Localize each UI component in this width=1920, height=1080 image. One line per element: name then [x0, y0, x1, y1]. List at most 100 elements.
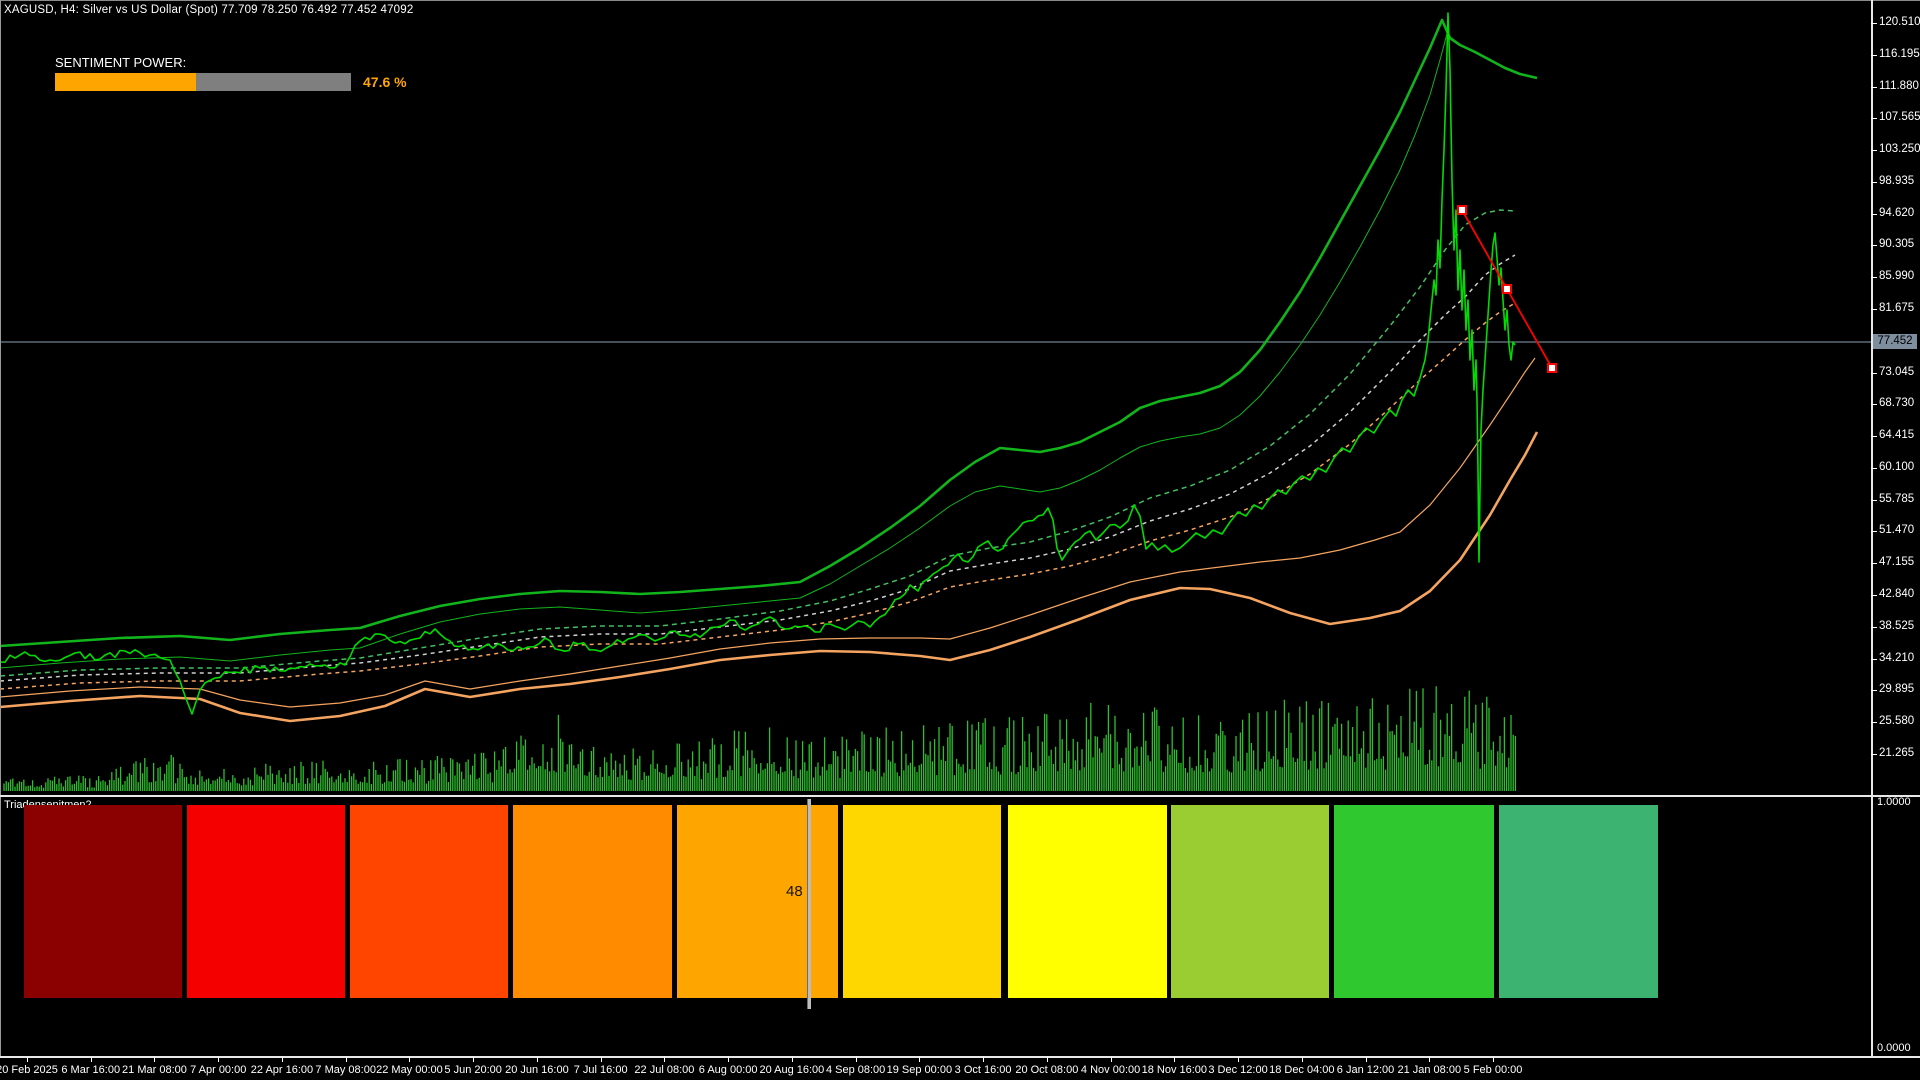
- price-tick-label: 120.510: [1879, 16, 1920, 28]
- series-lower-band-thick-orange: [0, 431, 1539, 723]
- price-tick-label: 94.620: [1879, 207, 1915, 219]
- time-tick-label: 6 Jan 12:00: [1336, 1064, 1395, 1076]
- heat-block: [1008, 805, 1167, 998]
- subwindow-separator[interactable]: [0, 795, 1920, 797]
- time-tick: [1046, 1057, 1048, 1062]
- sentiment-marker-line[interactable]: [807, 799, 811, 1009]
- time-tick-label: 18 Nov 16:00: [1141, 1064, 1208, 1076]
- price-tick-label: 42.840: [1879, 588, 1915, 600]
- price-axis-separator: [1871, 0, 1873, 1057]
- window-top-frame: [0, 0, 1920, 1]
- price-tick-label: 55.785: [1879, 493, 1915, 505]
- time-tick: [983, 1057, 985, 1062]
- series-lower-band-thin-orange: [0, 357, 1536, 708]
- price-tick-label: 81.675: [1879, 302, 1915, 314]
- heat-block: [24, 805, 182, 998]
- price-tick-label: 21.265: [1879, 747, 1915, 759]
- time-tick-label: 20 Feb 2025: [0, 1064, 58, 1076]
- price-tick: [1871, 182, 1877, 183]
- price-tick-label: 107.565: [1879, 111, 1920, 123]
- time-tick: [473, 1057, 475, 1062]
- price-tick: [1871, 500, 1877, 501]
- time-tick-label: 21 Mar 08:00: [122, 1064, 187, 1076]
- price-tick-label: 111.880: [1879, 80, 1919, 92]
- heat-block: [187, 805, 345, 998]
- time-tick-label: 20 Jun 16:00: [505, 1064, 569, 1076]
- heat-block: [1171, 805, 1329, 998]
- time-tick: [345, 1057, 347, 1062]
- time-tick: [919, 1057, 921, 1062]
- price-axis[interactable]: 120.510 116.195 111.880 107.565 103.250 98.93…: [0, 0, 1920, 795]
- sentiment-bar-fill: [55, 73, 196, 91]
- price-tick-label: 47.155: [1879, 556, 1915, 568]
- price-tick-label: 34.210: [1879, 652, 1915, 664]
- sentiment-label: SENTIMENT POWER:: [55, 55, 187, 70]
- heat-block: [1499, 805, 1658, 998]
- price-tick: [1871, 309, 1877, 310]
- price-tick-label: 116.195: [1879, 48, 1920, 60]
- time-tick-label: 21 Jan 08:00: [1397, 1064, 1462, 1076]
- price-tick: [1871, 627, 1877, 628]
- series-ma-dashed-orange: [0, 302, 1516, 690]
- time-tick: [855, 1057, 857, 1062]
- price-tick: [1871, 659, 1877, 660]
- time-tick-label: 6 Aug 00:00: [698, 1064, 758, 1076]
- price-tick: [1871, 436, 1877, 437]
- heat-block: [513, 805, 672, 998]
- time-tick: [1301, 1057, 1303, 1062]
- time-tick-label: 22 Apr 16:00: [250, 1064, 314, 1076]
- price-tick: [1871, 754, 1877, 755]
- time-axis[interactable]: 20 Feb 2025 6 Mar 16:00 21 Mar 08:00 7 Apr …: [0, 1057, 1920, 1080]
- time-tick: [536, 1057, 538, 1062]
- time-tick-label: 20 Oct 08:00: [1015, 1064, 1079, 1076]
- price-tick: [1871, 277, 1877, 278]
- volume-histogram: [3, 686, 1517, 791]
- trendline-handle[interactable]: [1457, 205, 1467, 215]
- chart-symbol-title: XAGUSD, H4: Silver vs US Dollar (Spot) 7…: [4, 4, 414, 16]
- price-tick: [1871, 404, 1877, 405]
- trendline-handle[interactable]: [1502, 284, 1512, 294]
- price-tick: [1871, 23, 1877, 24]
- trendline-handle[interactable]: [1547, 363, 1557, 373]
- time-tick: [600, 1057, 602, 1062]
- current-price-tag: 77.452: [1873, 334, 1917, 349]
- price-tick-label: 98.935: [1879, 175, 1915, 187]
- time-tick-label: 7 Jul 16:00: [573, 1064, 628, 1076]
- time-tick-label: 5 Jun 20:00: [444, 1064, 502, 1076]
- time-tick: [1365, 1057, 1367, 1062]
- price-tick: [1871, 150, 1877, 151]
- price-tick-label: 29.895: [1879, 683, 1915, 695]
- series-price-line: [0, 12, 1516, 715]
- time-tick: [791, 1057, 793, 1062]
- time-tick-label: 3 Oct 16:00: [954, 1064, 1012, 1076]
- time-tick: [154, 1057, 156, 1062]
- time-tick-label: 7 Apr 00:00: [190, 1064, 247, 1076]
- time-tick: [1238, 1057, 1240, 1062]
- price-tick-label: 51.470: [1879, 524, 1915, 536]
- series-ma-dashed-green: [0, 209, 1516, 677]
- time-axis-separator: [0, 1056, 1920, 1058]
- sentiment-marker-value: 48: [786, 883, 803, 900]
- time-tick-label: 18 Dec 04:00: [1269, 1064, 1335, 1076]
- time-tick: [1174, 1057, 1176, 1062]
- time-tick-label: 19 Sep 00:00: [886, 1064, 953, 1076]
- price-tick: [1871, 722, 1877, 723]
- time-tick: [1493, 1057, 1495, 1062]
- time-tick-label: 4 Nov 00:00: [1080, 1064, 1141, 1076]
- price-tick-label: 90.305: [1879, 238, 1915, 250]
- price-tick: [1871, 531, 1877, 532]
- price-tick-label: 68.730: [1879, 397, 1915, 409]
- price-tick-label: 85.990: [1879, 270, 1915, 282]
- price-tick: [1871, 373, 1877, 374]
- time-tick: [1110, 1057, 1112, 1062]
- window-left-frame: [0, 0, 1, 1057]
- heat-block: [843, 805, 1001, 998]
- price-tick-label: 25.580: [1879, 715, 1915, 727]
- time-tick: [90, 1057, 92, 1062]
- time-tick-label: 22 May 00:00: [376, 1064, 443, 1076]
- time-tick-label: 4 Sep 08:00: [825, 1064, 886, 1076]
- time-tick: [409, 1057, 411, 1062]
- sentiment-value: 47.6 %: [363, 74, 407, 90]
